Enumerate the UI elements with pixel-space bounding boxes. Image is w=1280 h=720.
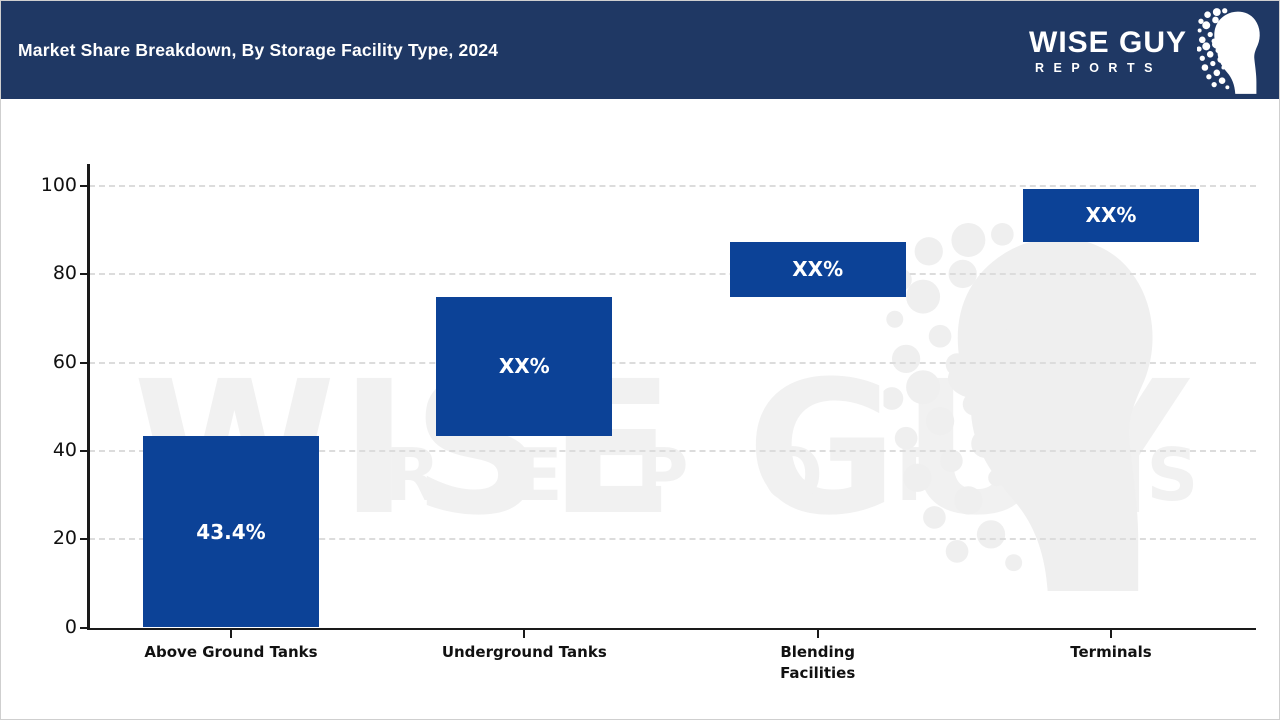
y-gridline [89, 273, 1256, 276]
bar-segment [1023, 188, 1199, 243]
x-tick-mark [523, 629, 526, 638]
logo-subtext: REPORTS [1035, 61, 1162, 75]
page-title: Market Share Breakdown, By Storage Facil… [18, 39, 499, 60]
y-tick-mark [80, 361, 89, 364]
x-tick-mark [230, 629, 232, 638]
y-tick-label: 60 [52, 350, 77, 373]
watermark-face-icon [879, 223, 1171, 591]
y-gridline [89, 538, 1256, 541]
y-tick-mark [80, 449, 89, 452]
x-tick-mark [816, 629, 819, 638]
bar-value-label: XX% [498, 354, 550, 379]
y-tick-label: 80 [52, 262, 77, 285]
y-gridline [89, 361, 1256, 364]
y-tick-label: 40 [52, 438, 77, 461]
wiseguy-logo: WISE GUY REPORTS [1021, 6, 1271, 94]
bar-value-label: XX% [792, 257, 844, 282]
y-tick-label: 20 [52, 527, 77, 550]
x-category-label: Above Ground Tanks [144, 642, 318, 661]
x-axis-spine [87, 627, 1256, 630]
x-category-label: Terminals [1070, 642, 1152, 661]
y-axis-spine [87, 164, 90, 630]
y-gridline [89, 449, 1256, 452]
x-category-label: Blending Facilities [780, 642, 856, 682]
bar-value-label: XX% [1085, 203, 1137, 228]
bar-value-label: 43.4% [196, 519, 266, 544]
x-category-label: Underground Tanks [441, 642, 607, 661]
y-tick-label: 0 [64, 615, 77, 638]
y-tick-label: 100 [40, 174, 77, 196]
header: Market Share Breakdown, By Storage Facil… [1, 1, 1279, 99]
x-tick-mark [1110, 629, 1112, 638]
y-gridline [89, 185, 1256, 187]
bar-segment [729, 242, 906, 297]
logo-face-icon [1197, 8, 1260, 94]
y-tick-mark [80, 538, 89, 541]
bar-segment [436, 296, 613, 436]
chart-area: WISE GUY R E P O R T S 0 20 40 60 80 100 43.4%… [1, 99, 1279, 719]
bar-segment [143, 435, 319, 628]
y-tick-mark [80, 626, 89, 629]
logo-wordmark: WISE GUY [1029, 26, 1187, 59]
y-tick-mark [80, 273, 89, 276]
y-tick-mark [80, 185, 89, 187]
